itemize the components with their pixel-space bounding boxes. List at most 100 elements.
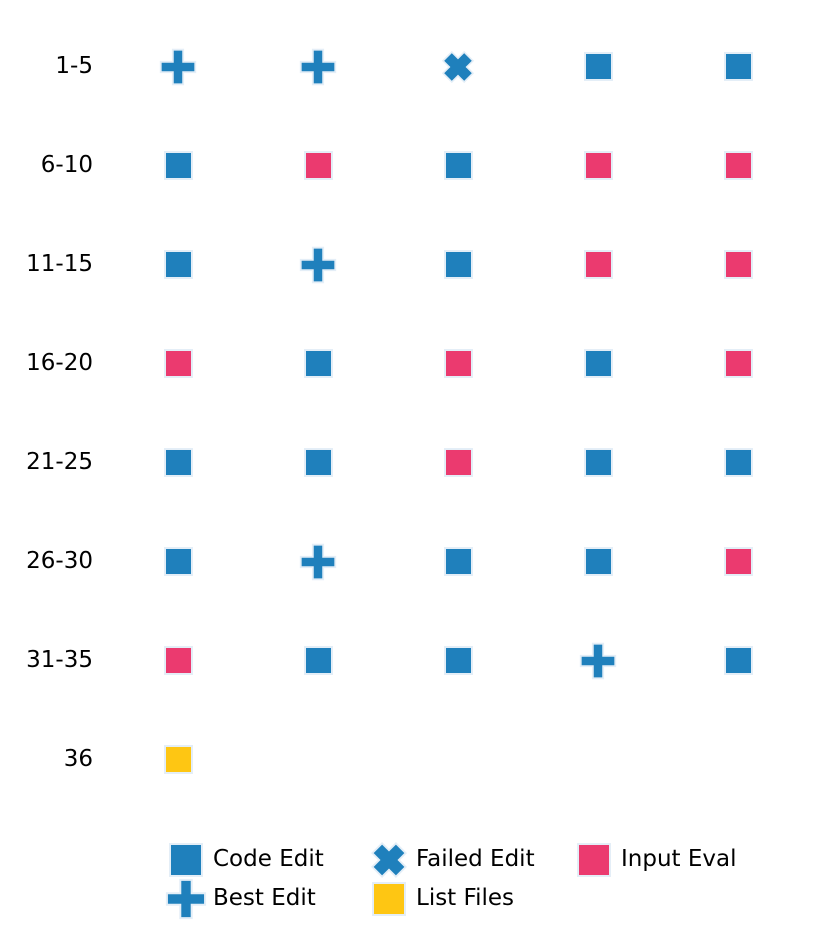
marker-input-eval bbox=[723, 547, 753, 576]
legend-item-failed-edit: Failed Edit bbox=[368, 840, 573, 879]
chart-row: 11-15 bbox=[0, 215, 825, 314]
grid-cell bbox=[303, 646, 333, 675]
grid-cell bbox=[163, 448, 193, 477]
legend-marker-slot bbox=[165, 878, 207, 920]
marker-list-files bbox=[163, 745, 193, 774]
chart-row: 36 bbox=[0, 710, 825, 809]
marker-input-eval bbox=[443, 448, 473, 477]
marker-code-edit bbox=[443, 250, 473, 279]
legend-label: Code Edit bbox=[213, 846, 324, 872]
marker-input-eval bbox=[443, 349, 473, 378]
marker-code-edit bbox=[163, 448, 193, 477]
grid-cell bbox=[299, 246, 337, 284]
grid-cell bbox=[303, 448, 333, 477]
grid-cell bbox=[159, 48, 197, 86]
row-label: 16-20 bbox=[26, 350, 93, 376]
legend-marker-slot bbox=[573, 842, 615, 877]
grid-cell bbox=[723, 250, 753, 279]
grid-cell bbox=[303, 151, 333, 180]
chart-row: 16-20 bbox=[0, 314, 825, 413]
marker-code-edit bbox=[583, 349, 613, 378]
marker-failed-edit bbox=[441, 50, 475, 83]
grid-cell bbox=[723, 349, 753, 378]
grid-cell bbox=[163, 151, 193, 180]
grid-cell bbox=[443, 547, 473, 576]
grid-cell bbox=[723, 547, 753, 576]
legend-label: List Files bbox=[416, 885, 514, 911]
marker-code-edit bbox=[303, 646, 333, 675]
legend-marker-list-files bbox=[372, 881, 406, 916]
grid-cell bbox=[583, 547, 613, 576]
grid-cell bbox=[163, 646, 193, 675]
row-label: 36 bbox=[63, 746, 93, 772]
row-label: 21-25 bbox=[26, 449, 93, 475]
legend-marker-input-eval bbox=[577, 842, 611, 877]
marker-input-eval bbox=[303, 151, 333, 180]
grid-cell bbox=[583, 250, 613, 279]
legend-item-code-edit: Code Edit bbox=[165, 840, 368, 879]
marker-code-edit bbox=[583, 547, 613, 576]
marker-code-edit bbox=[163, 151, 193, 180]
legend-item-best-edit: Best Edit bbox=[165, 878, 368, 920]
grid-cell bbox=[443, 646, 473, 675]
grid-cell bbox=[163, 547, 193, 576]
chart-row: 21-25 bbox=[0, 413, 825, 512]
chart-row: 31-35 bbox=[0, 611, 825, 710]
marker-best-edit bbox=[579, 642, 617, 679]
grid-cell bbox=[299, 48, 337, 86]
grid-cell bbox=[443, 349, 473, 378]
grid-cell bbox=[443, 250, 473, 279]
marker-input-eval bbox=[163, 349, 193, 378]
grid-cell bbox=[583, 151, 613, 180]
marker-best-edit bbox=[299, 543, 337, 580]
legend-item-input-eval: Input Eval bbox=[573, 840, 793, 879]
marker-code-edit bbox=[303, 448, 333, 477]
row-label: 6-10 bbox=[40, 152, 93, 178]
grid-cell bbox=[723, 151, 753, 180]
grid-cell bbox=[303, 349, 333, 378]
grid-cell bbox=[579, 642, 617, 680]
row-label: 31-35 bbox=[26, 647, 93, 673]
grid-cell bbox=[441, 50, 475, 84]
marker-input-eval bbox=[723, 250, 753, 279]
marker-code-edit bbox=[583, 448, 613, 477]
marker-code-edit bbox=[723, 52, 753, 81]
chart-row: 6-10 bbox=[0, 116, 825, 215]
marker-code-edit bbox=[443, 151, 473, 180]
grid-cell bbox=[443, 151, 473, 180]
marker-input-eval bbox=[583, 250, 613, 279]
legend-marker-slot bbox=[368, 881, 410, 916]
legend-marker-slot bbox=[368, 841, 410, 879]
marker-best-edit bbox=[299, 48, 337, 85]
legend-label: Best Edit bbox=[213, 885, 316, 911]
grid-cell bbox=[443, 448, 473, 477]
legend-item-list-files: List Files bbox=[368, 879, 573, 918]
marker-code-edit bbox=[163, 250, 193, 279]
marker-code-edit bbox=[303, 349, 333, 378]
grid-cell bbox=[583, 349, 613, 378]
legend-marker-best-edit bbox=[165, 878, 207, 919]
marker-input-eval bbox=[163, 646, 193, 675]
row-label: 26-30 bbox=[26, 548, 93, 574]
marker-code-edit bbox=[443, 547, 473, 576]
marker-input-eval bbox=[723, 151, 753, 180]
marker-input-eval bbox=[583, 151, 613, 180]
marker-code-edit bbox=[723, 448, 753, 477]
marker-best-edit bbox=[299, 246, 337, 283]
chart-row: 26-30 bbox=[0, 512, 825, 611]
grid-cell bbox=[583, 52, 613, 81]
marker-code-edit bbox=[443, 646, 473, 675]
chart-row: 1-5 bbox=[0, 17, 825, 116]
grid-cell bbox=[723, 52, 753, 81]
grid-cell bbox=[299, 543, 337, 581]
marker-code-edit bbox=[723, 646, 753, 675]
marker-code-edit bbox=[583, 52, 613, 81]
grid-cell bbox=[163, 250, 193, 279]
grid-cell bbox=[723, 448, 753, 477]
marker-best-edit bbox=[159, 48, 197, 85]
legend-marker-code-edit bbox=[169, 842, 203, 877]
legend-label: Failed Edit bbox=[416, 846, 535, 872]
legend-marker-failed-edit bbox=[371, 841, 407, 878]
grid-cell bbox=[163, 745, 193, 774]
